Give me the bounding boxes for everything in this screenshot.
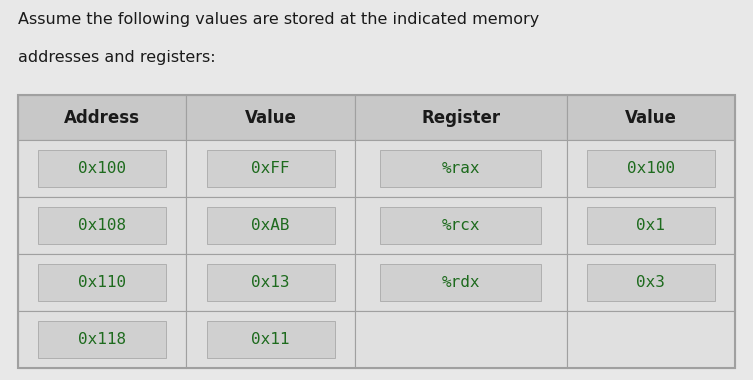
Bar xyxy=(207,264,335,301)
Text: addresses and registers:: addresses and registers: xyxy=(18,50,215,65)
Bar xyxy=(207,207,335,244)
Bar xyxy=(380,264,541,301)
Text: 0xFF: 0xFF xyxy=(252,161,290,176)
Bar xyxy=(587,207,715,244)
Text: 0x118: 0x118 xyxy=(78,332,127,347)
Text: Address: Address xyxy=(64,109,140,127)
Text: %rax: %rax xyxy=(441,161,480,176)
Text: Assume the following values are stored at the indicated memory: Assume the following values are stored a… xyxy=(18,12,539,27)
Bar xyxy=(187,311,355,368)
Bar xyxy=(38,207,166,244)
Bar xyxy=(207,321,335,358)
Bar xyxy=(38,150,166,187)
Bar xyxy=(187,197,355,254)
Text: 0x11: 0x11 xyxy=(252,332,290,347)
Bar xyxy=(38,321,166,358)
Bar xyxy=(355,311,566,368)
Bar xyxy=(380,150,541,187)
Bar xyxy=(187,95,355,140)
Bar xyxy=(355,95,566,140)
Bar xyxy=(18,95,187,140)
Bar xyxy=(566,140,735,197)
Bar xyxy=(18,254,187,311)
Bar xyxy=(18,311,187,368)
Text: 0x3: 0x3 xyxy=(636,275,665,290)
Bar xyxy=(380,207,541,244)
Bar xyxy=(566,197,735,254)
Bar xyxy=(18,197,187,254)
Text: 0x1: 0x1 xyxy=(636,218,665,233)
Bar xyxy=(355,140,566,197)
Text: 0x110: 0x110 xyxy=(78,275,127,290)
Text: 0x13: 0x13 xyxy=(252,275,290,290)
Bar xyxy=(187,254,355,311)
Text: 0x108: 0x108 xyxy=(78,218,127,233)
Text: %rdx: %rdx xyxy=(441,275,480,290)
Text: 0x100: 0x100 xyxy=(78,161,127,176)
Bar xyxy=(355,254,566,311)
Bar xyxy=(38,264,166,301)
Text: 0xAB: 0xAB xyxy=(252,218,290,233)
Bar xyxy=(18,95,735,368)
Bar xyxy=(566,254,735,311)
Bar xyxy=(355,197,566,254)
Text: Value: Value xyxy=(245,109,297,127)
Bar xyxy=(207,150,335,187)
Bar xyxy=(187,140,355,197)
Bar xyxy=(587,150,715,187)
Text: 0x100: 0x100 xyxy=(626,161,675,176)
Bar xyxy=(566,95,735,140)
Bar xyxy=(566,311,735,368)
Text: Register: Register xyxy=(421,109,500,127)
Text: Value: Value xyxy=(625,109,677,127)
Text: %rcx: %rcx xyxy=(441,218,480,233)
Bar xyxy=(18,140,187,197)
Bar xyxy=(587,264,715,301)
